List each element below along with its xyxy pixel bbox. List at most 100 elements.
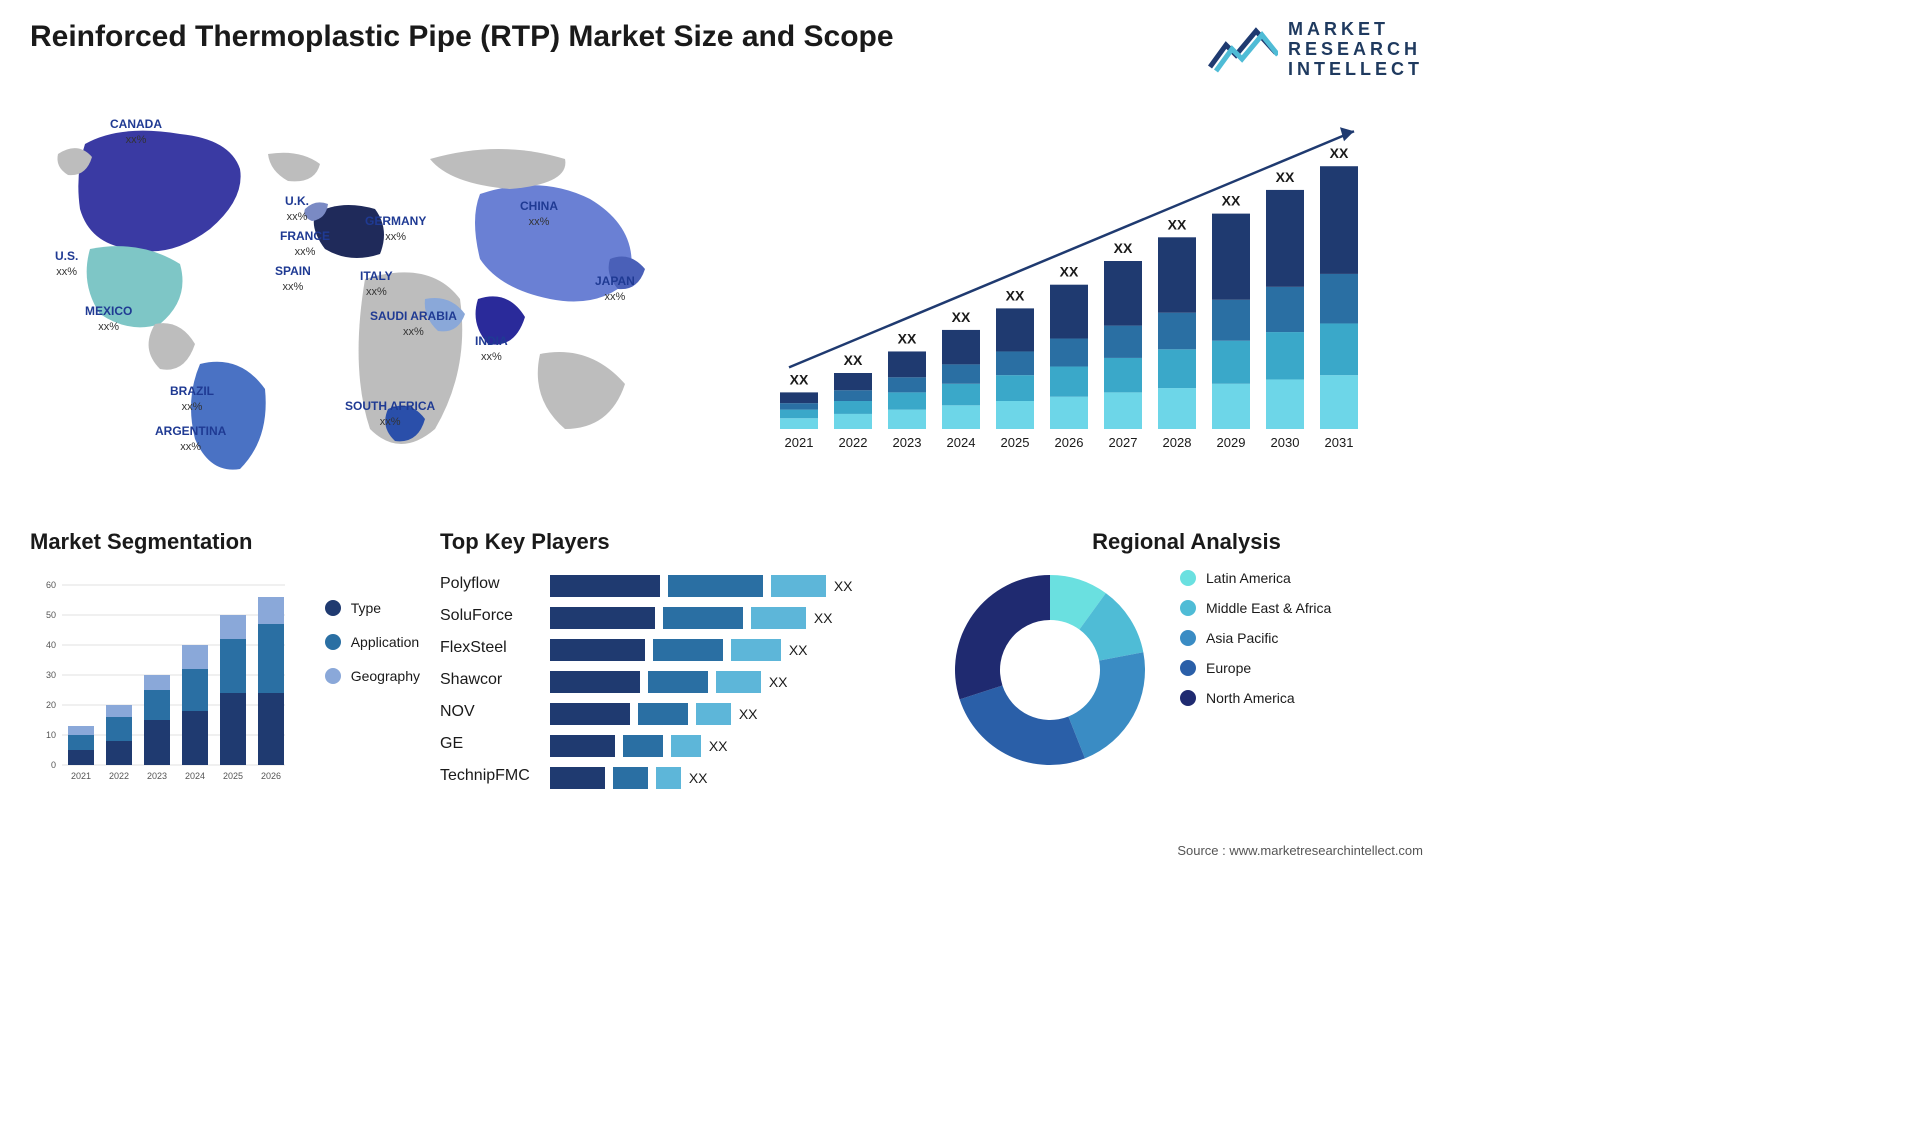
donut-chart-svg [950,570,1150,770]
segmentation-legend-item: Geography [325,668,420,684]
svg-text:2026: 2026 [1055,435,1084,450]
svg-text:2025: 2025 [223,771,243,781]
world-map: CANADAxx% U.S.xx% MEXICOxx% BRAZILxx% ARGENT… [30,99,710,499]
player-value: XX [689,770,708,786]
map-country-label: SPAINxx% [275,264,311,294]
player-bar-segment [550,639,645,661]
player-name: Polyflow [440,575,530,597]
growth-chart-svg: XX 2021 XX 2022 XX 2023 XX 2024 XX 2025 XX 2026 XX 20… [750,99,1390,469]
svg-text:2028: 2028 [1163,435,1192,450]
svg-text:2027: 2027 [1109,435,1138,450]
svg-text:2021: 2021 [785,435,814,450]
map-country-label: GERMANYxx% [365,214,426,244]
map-country-label: SAUDI ARABIAxx% [370,309,457,339]
player-bar-segment [550,671,640,693]
regional-chart: Latin AmericaMiddle East & AfricaAsia Pa… [950,570,1423,770]
svg-text:10: 10 [46,730,56,740]
segmentation-title: Market Segmentation [30,529,410,555]
player-bar-segment [648,671,708,693]
svg-text:2022: 2022 [839,435,868,450]
player-bar-segment [696,703,731,725]
svg-text:2026: 2026 [261,771,281,781]
player-name: GE [440,735,530,757]
player-bar-segment [771,575,826,597]
logo-icon [1208,25,1278,75]
player-bar-segment [550,703,630,725]
regional-legend-item: Latin America [1180,570,1331,586]
svg-text:XX: XX [1330,146,1349,162]
brand-logo: MARKET RESEARCH INTELLECT [1208,20,1423,79]
svg-text:2024: 2024 [185,771,205,781]
svg-text:2031: 2031 [1325,435,1354,450]
player-bar-segment [751,607,806,629]
player-value: XX [834,578,853,594]
page-title: Reinforced Thermoplastic Pipe (RTP) Mark… [30,20,894,54]
svg-text:2023: 2023 [893,435,922,450]
map-country-label: CHINAxx% [520,199,558,229]
map-country-label: U.K.xx% [285,194,309,224]
map-country-label: MEXICOxx% [85,304,132,334]
svg-text:XX: XX [1222,193,1241,209]
regional-legend-item: Middle East & Africa [1180,600,1331,616]
player-bar-row: XX [550,703,920,725]
player-name: TechnipFMC [440,767,530,789]
svg-text:30: 30 [46,670,56,680]
svg-text:XX: XX [1006,288,1025,304]
player-bar-segment [656,767,681,789]
regional-legend-item: Europe [1180,660,1331,676]
map-country-label: FRANCExx% [280,229,330,259]
logo-line2: RESEARCH [1288,40,1423,60]
svg-text:XX: XX [1060,264,1079,280]
svg-text:XX: XX [844,352,863,368]
regional-legend-item: North America [1180,690,1331,706]
player-bar-row: XX [550,575,920,597]
logo-line1: MARKET [1288,20,1423,40]
map-country-label: CANADAxx% [110,117,162,147]
player-bar-segment [716,671,761,693]
player-bar-row: XX [550,671,920,693]
player-bar-segment [550,767,605,789]
svg-text:2021: 2021 [71,771,91,781]
svg-text:2029: 2029 [1217,435,1246,450]
svg-text:2023: 2023 [147,771,167,781]
player-bar-segment [550,575,660,597]
player-bar-segment [668,575,763,597]
player-name: Shawcor [440,671,530,693]
svg-text:0: 0 [51,760,56,770]
svg-text:XX: XX [952,309,971,325]
map-country-label: ARGENTINAxx% [155,424,226,454]
svg-text:XX: XX [898,331,917,347]
player-value: XX [789,642,808,658]
map-country-label: U.S.xx% [55,249,78,279]
player-bar-segment [671,735,701,757]
player-value: XX [739,706,758,722]
player-bar-segment [550,735,615,757]
svg-text:50: 50 [46,610,56,620]
map-country-label: JAPANxx% [595,274,635,304]
map-country-label: SOUTH AFRICAxx% [345,399,435,429]
source-text: Source : www.marketresearchintellect.com [1177,843,1423,858]
players-title: Top Key Players [440,529,920,555]
player-name: NOV [440,703,530,725]
segmentation-legend: TypeApplicationGeography [325,600,420,684]
svg-text:XX: XX [1276,169,1295,185]
player-bar-row: XX [550,639,920,661]
map-country-label: BRAZILxx% [170,384,214,414]
player-bar-segment [663,607,743,629]
players-chart: PolyflowSoluForceFlexSteelShawcorNOVGETe… [440,570,920,789]
svg-text:40: 40 [46,640,56,650]
player-value: XX [709,738,728,754]
svg-text:60: 60 [46,580,56,590]
svg-text:2024: 2024 [947,435,976,450]
player-bar-segment [550,607,655,629]
svg-text:XX: XX [790,372,809,388]
svg-text:2025: 2025 [1001,435,1030,450]
map-country-label: INDIAxx% [475,334,508,364]
segmentation-chart: 0102030405060202120222023202420252026 Ty… [30,570,410,790]
svg-text:20: 20 [46,700,56,710]
regional-legend: Latin AmericaMiddle East & AfricaAsia Pa… [1180,570,1331,706]
player-bar-segment [731,639,781,661]
svg-text:2022: 2022 [109,771,129,781]
svg-text:2030: 2030 [1271,435,1300,450]
segmentation-legend-item: Application [325,634,420,650]
